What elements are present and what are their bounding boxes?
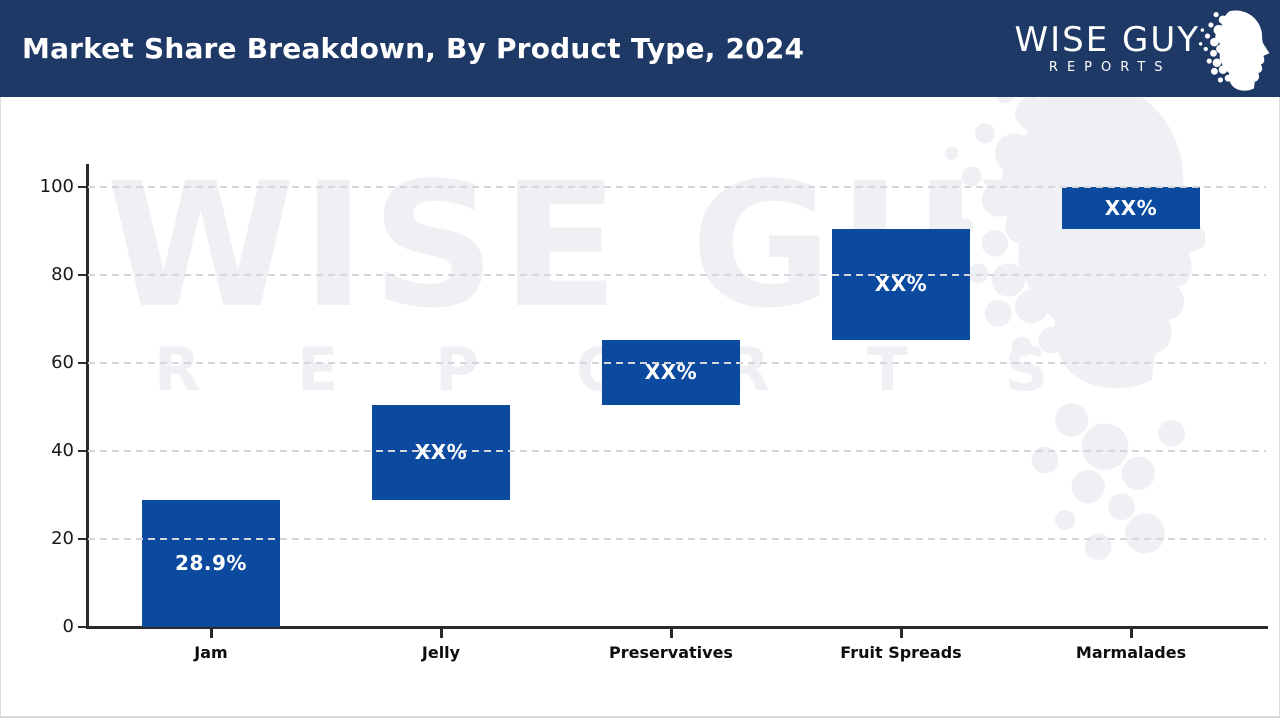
x-axis-tick [1130,629,1133,638]
y-axis-tick [78,274,87,276]
y-axis-tick [78,186,87,188]
x-axis-tick-label: Fruit Spreads [840,643,962,662]
logo-wordmark: WISE GUY [1014,19,1200,60]
y-axis-tick-label: 80 [51,264,74,285]
y-axis-tick [78,538,87,540]
header-bar: Market Share Breakdown, By Product Type,… [0,0,1280,97]
chart-title: Market Share Breakdown, By Product Type,… [22,32,805,65]
bar-label: XX% [414,440,468,465]
gridline [88,274,1266,276]
bar-label: XX% [874,272,928,297]
x-axis-line [86,626,1268,629]
bar-label: XX% [644,360,698,385]
bar: XX% [372,404,510,500]
x-axis-tick [210,629,213,638]
y-axis-tick [78,626,87,628]
y-axis-tick-label: 40 [51,440,74,461]
plot-area: 28.9% XX% XX% XX% XX% 0 20 40 60 80 100 Jam Jelly Pre… [0,97,1280,720]
gridline [88,186,1266,188]
y-axis-tick-label: 60 [51,352,74,373]
gridline [88,362,1266,364]
x-axis-tick-label: Preservatives [609,643,733,662]
watermark-head-icon [938,77,1205,560]
x-axis-tick-label: Marmalades [1075,643,1187,662]
y-axis-line [86,164,89,629]
y-axis-tick [78,450,87,452]
x-axis-tick-label: Jam [194,643,228,662]
image-frame-bottom [0,716,1280,718]
bar: XX% [832,228,970,341]
logo-head-icon [1198,10,1270,91]
y-axis-tick-label: 20 [51,528,74,549]
x-axis-tick [900,629,903,638]
gridline [88,450,1266,452]
x-axis-tick [440,629,443,638]
bar: XX% [602,340,740,405]
logo-text: WISE GUY REPORTS [1014,19,1200,76]
y-axis-tick [78,362,87,364]
bar-label: XX% [1104,195,1158,220]
y-axis-tick-label: 0 [62,616,74,637]
logo-reports-label: REPORTS [1048,60,1172,76]
bar: XX% [1062,187,1200,229]
logo: WISE GUY REPORTS [1014,6,1272,92]
bar-label: 28.9% [175,551,247,576]
y-axis-tick-label: 100 [39,176,74,197]
image-frame-left [0,97,1,717]
gridline [88,538,1266,540]
x-axis-tick [670,629,673,638]
x-axis-tick-label: Jelly [421,643,461,662]
bar: 28.9% [142,499,280,627]
